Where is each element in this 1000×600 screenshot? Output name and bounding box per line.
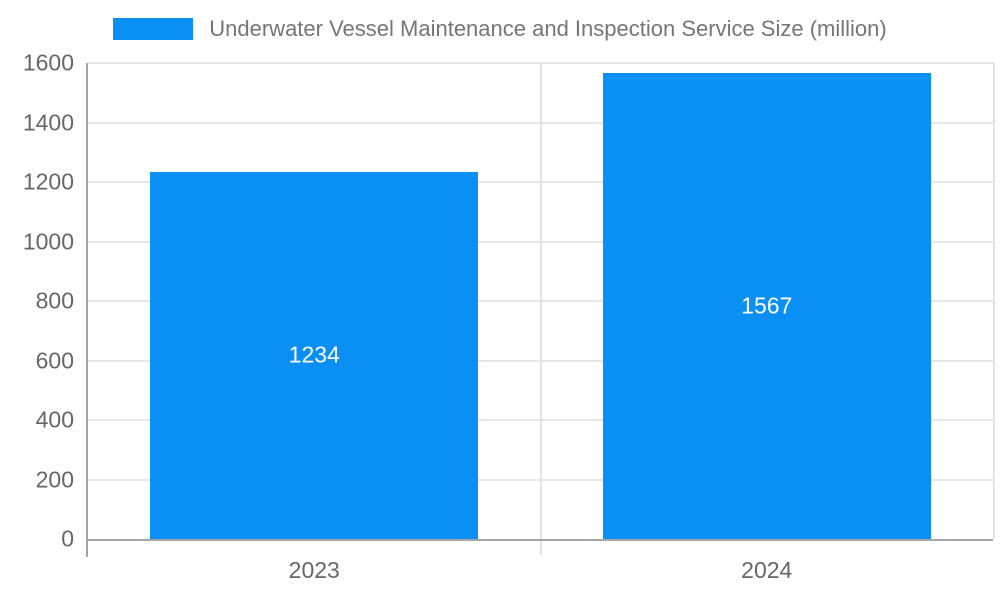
bar-value-label: 1234 — [288, 341, 340, 368]
category-separator-line — [539, 63, 542, 555]
y-axis-tick-label: 600 — [35, 347, 74, 373]
bar-value-label: 1567 — [741, 292, 793, 319]
bar-2023[interactable]: 1234 — [150, 171, 479, 539]
y-axis-tick-label: 200 — [35, 466, 74, 492]
y-axis-tick-label: 800 — [35, 287, 74, 314]
y-axis-tick-label: 400 — [35, 406, 74, 433]
y-axis-tick-label: 1600 — [22, 49, 74, 76]
legend: Underwater Vessel Maintenance and Inspec… — [0, 13, 1000, 45]
legend-label: Underwater Vessel Maintenance and Inspec… — [209, 16, 887, 41]
y-axis-tick-label: 1000 — [22, 228, 74, 254]
y-axis-tick-label: 1200 — [22, 168, 74, 195]
y-axis-tick-label: 1400 — [22, 109, 74, 135]
y-axis-line — [86, 63, 88, 557]
x-axis-labels: 2023 2024 — [88, 557, 993, 587]
x-axis-baseline — [86, 539, 993, 541]
x-axis-tick-label: 2023 — [288, 557, 340, 583]
bar-2024[interactable]: 1567 — [602, 72, 931, 539]
y-axis-tick-label: 0 — [61, 525, 74, 552]
legend-swatch — [113, 18, 194, 40]
plot-area: 1234 1567 — [86, 62, 995, 557]
y-axis-labels: 0 200 400 600 800 1000 1200 1400 1600 — [0, 50, 78, 552]
x-axis-tick-label: 2024 — [741, 557, 793, 583]
plot-right-edge-line — [993, 63, 995, 539]
